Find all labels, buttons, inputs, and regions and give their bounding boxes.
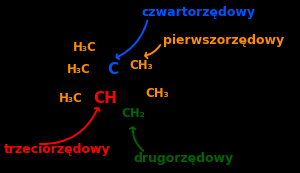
Text: pierwszorzędowy: pierwszorzędowy [163,34,284,47]
Text: H₃C: H₃C [67,63,91,76]
Text: CH₃: CH₃ [130,59,153,72]
Text: H₃C: H₃C [73,40,96,53]
Text: C: C [107,62,118,77]
Text: trzeciorzędowy: trzeciorzędowy [3,143,110,157]
Text: czwartorzędowy: czwartorzędowy [141,6,255,19]
Text: H₃C: H₃C [59,92,83,105]
Text: CH₃: CH₃ [146,87,169,100]
Text: CH: CH [93,91,117,106]
Text: CH₂: CH₂ [122,107,145,120]
Text: drugorzędowy: drugorzędowy [133,152,233,165]
